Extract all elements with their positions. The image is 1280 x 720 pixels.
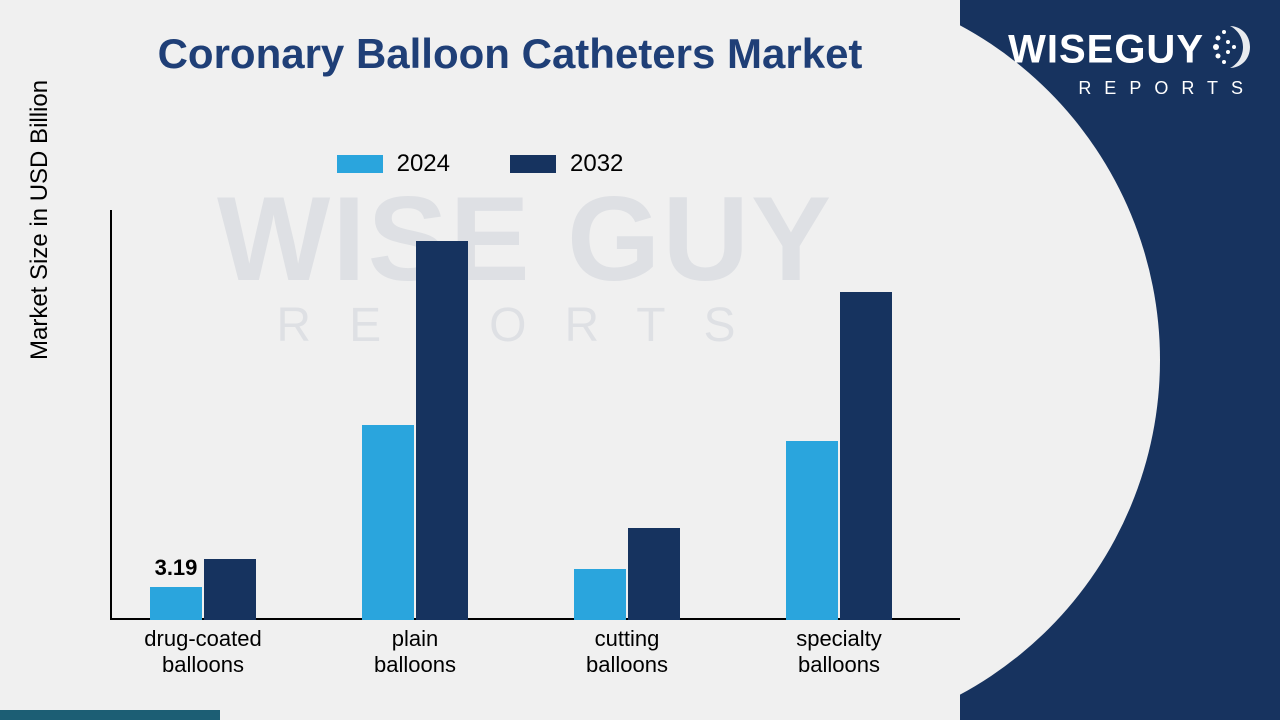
category-label-0: drug-coated balloons: [113, 626, 293, 678]
bar-1-series-0: [362, 425, 414, 620]
category-labels: drug-coated balloons plain balloons cutt…: [110, 626, 960, 686]
brand-sub: REPORTS: [1008, 78, 1256, 99]
bottom-accent-bar: [0, 710, 220, 720]
legend: 2024 2032: [0, 150, 960, 178]
bar-group-1: [362, 210, 468, 620]
bar-group-0: 3.19: [150, 210, 256, 620]
bar-0-series-0: 3.19: [150, 587, 202, 620]
brand-logo: WISEGUY REPORTS: [1008, 24, 1256, 99]
legend-swatch-2032: [510, 155, 556, 173]
legend-label-2032: 2032: [570, 150, 623, 178]
brand-head-icon: [1210, 24, 1256, 80]
y-axis-line: [110, 210, 112, 620]
bar-3-series-0: [786, 441, 838, 620]
category-label-1: plain balloons: [325, 626, 505, 678]
y-axis-label: Market Size in USD Billion: [26, 80, 54, 360]
chart-canvas: WISE GUY REPORTS Coronary Balloon Cathet…: [0, 0, 1280, 720]
right-brand-band: [960, 0, 1280, 720]
legend-swatch-2024: [337, 155, 383, 173]
plot-area: 3.19: [110, 210, 960, 620]
legend-label-2024: 2024: [397, 150, 450, 178]
legend-item-2032: 2032: [510, 150, 623, 178]
bar-2-series-0: [574, 569, 626, 620]
legend-item-2024: 2024: [337, 150, 450, 178]
bar-3-series-1: [840, 292, 892, 620]
chart-title: Coronary Balloon Catheters Market: [60, 30, 960, 78]
category-label-2: cutting balloons: [537, 626, 717, 678]
category-label-3: specialty balloons: [749, 626, 929, 678]
bar-group-3: [786, 210, 892, 620]
bar-0-series-1: [204, 559, 256, 621]
brand-main: WISEGUY: [1008, 24, 1256, 80]
bar-2-series-1: [628, 528, 680, 620]
bar-group-2: [574, 210, 680, 620]
bar-1-series-1: [416, 241, 468, 620]
bar-value-label: 3.19: [155, 555, 198, 581]
